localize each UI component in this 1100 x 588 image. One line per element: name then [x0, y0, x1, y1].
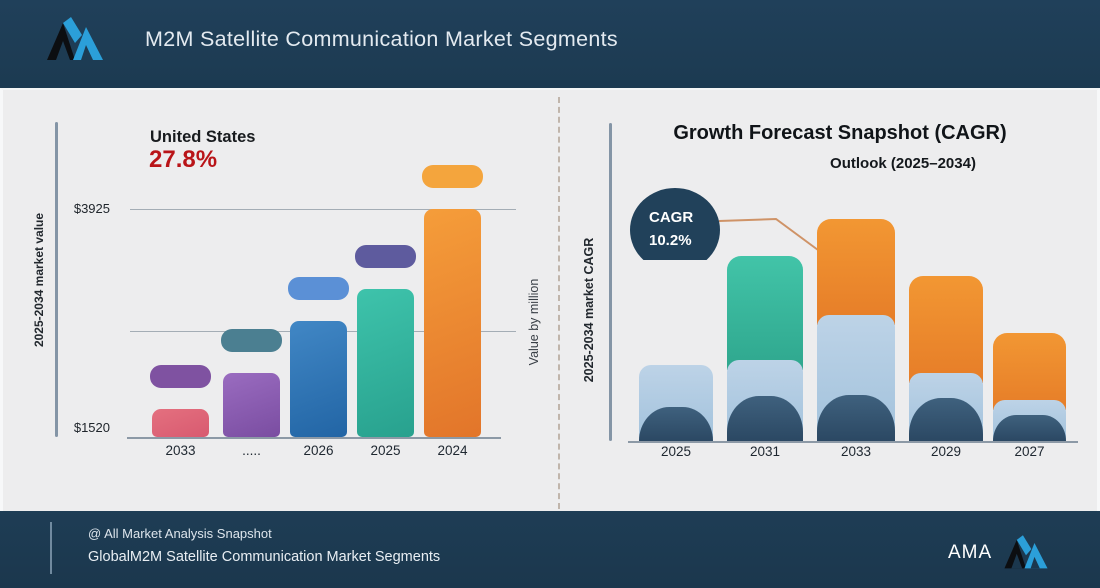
- footer-brand-text: AMA: [948, 542, 993, 563]
- cagr-badge-graphic: [620, 180, 830, 260]
- ama-logo-icon-footer: [1002, 533, 1050, 573]
- middle-axis-label: Value by million: [527, 278, 541, 366]
- cagr-badge-line2: 10.2%: [649, 232, 692, 250]
- cagr-badge-line1: CAGR: [649, 209, 694, 226]
- header-bar: M2M Satellite Communication Market Segme…: [0, 0, 1100, 90]
- ama-logo-icon: [44, 13, 106, 67]
- footer-report-title: GlobalM2M Satellite Communication Market…: [88, 549, 441, 565]
- right-chart-data-label: 3925: [827, 243, 865, 262]
- panel-divider: [558, 97, 560, 509]
- right-chart-y-axis: [609, 123, 612, 441]
- left-chart-highlight-value: 27.8%: [149, 146, 218, 173]
- page-title: M2M Satellite Communication Market Segme…: [145, 27, 618, 51]
- right-chart-x-axis: [628, 441, 1078, 443]
- footer-divider-line: [50, 522, 52, 574]
- cagr-badge-label: CAGR 10.2%: [649, 206, 707, 253]
- footer-snapshot-text: @ All Market Analysis Snapshot: [88, 526, 272, 541]
- left-chart-y-axis-label: 2025-2034 market value: [32, 212, 46, 348]
- right-chart-title: Growth Forecast Snapshot (CAGR): [673, 122, 1007, 144]
- right-chart-y-axis-label: 2025-2034 market CAGR: [582, 237, 596, 383]
- footer-brand: AMA: [948, 533, 1050, 573]
- left-chart-x-axis: [127, 437, 501, 439]
- left-chart-y-axis: [55, 122, 58, 437]
- footer-bar: @ All Market Analysis Snapshot GlobalM2M…: [0, 511, 1100, 588]
- left-chart-tick-3925: $3925: [73, 201, 110, 216]
- left-chart-tick-1520: $1520: [73, 420, 110, 435]
- left-chart-country-label: United States: [150, 128, 256, 146]
- right-chart-subtitle: Outlook (2025–2034): [830, 155, 976, 172]
